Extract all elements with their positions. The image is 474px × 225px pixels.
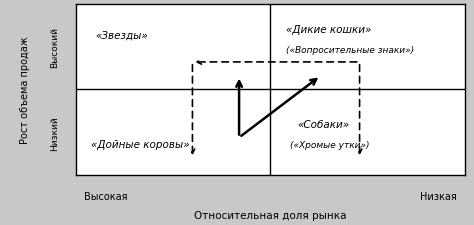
Text: («Вопросительные знаки»): («Вопросительные знаки») [286,46,414,55]
Text: Низкая: Низкая [420,191,457,201]
Text: Высокая: Высокая [83,191,127,201]
Text: Высокий: Высокий [50,27,59,68]
Text: Относительная доля рынка: Относительная доля рынка [194,210,346,220]
Text: «Дойные коровы»: «Дойные коровы» [91,140,190,150]
Text: Низкий: Низкий [50,115,59,150]
Text: «Дикие кошки»: «Дикие кошки» [286,25,371,35]
Text: Рост объема продаж: Рост объема продаж [20,36,30,144]
Text: «Звезды»: «Звезды» [95,30,148,40]
Text: («Хромые утки»): («Хромые утки») [290,140,369,149]
Text: «Собаки»: «Собаки» [297,119,349,129]
